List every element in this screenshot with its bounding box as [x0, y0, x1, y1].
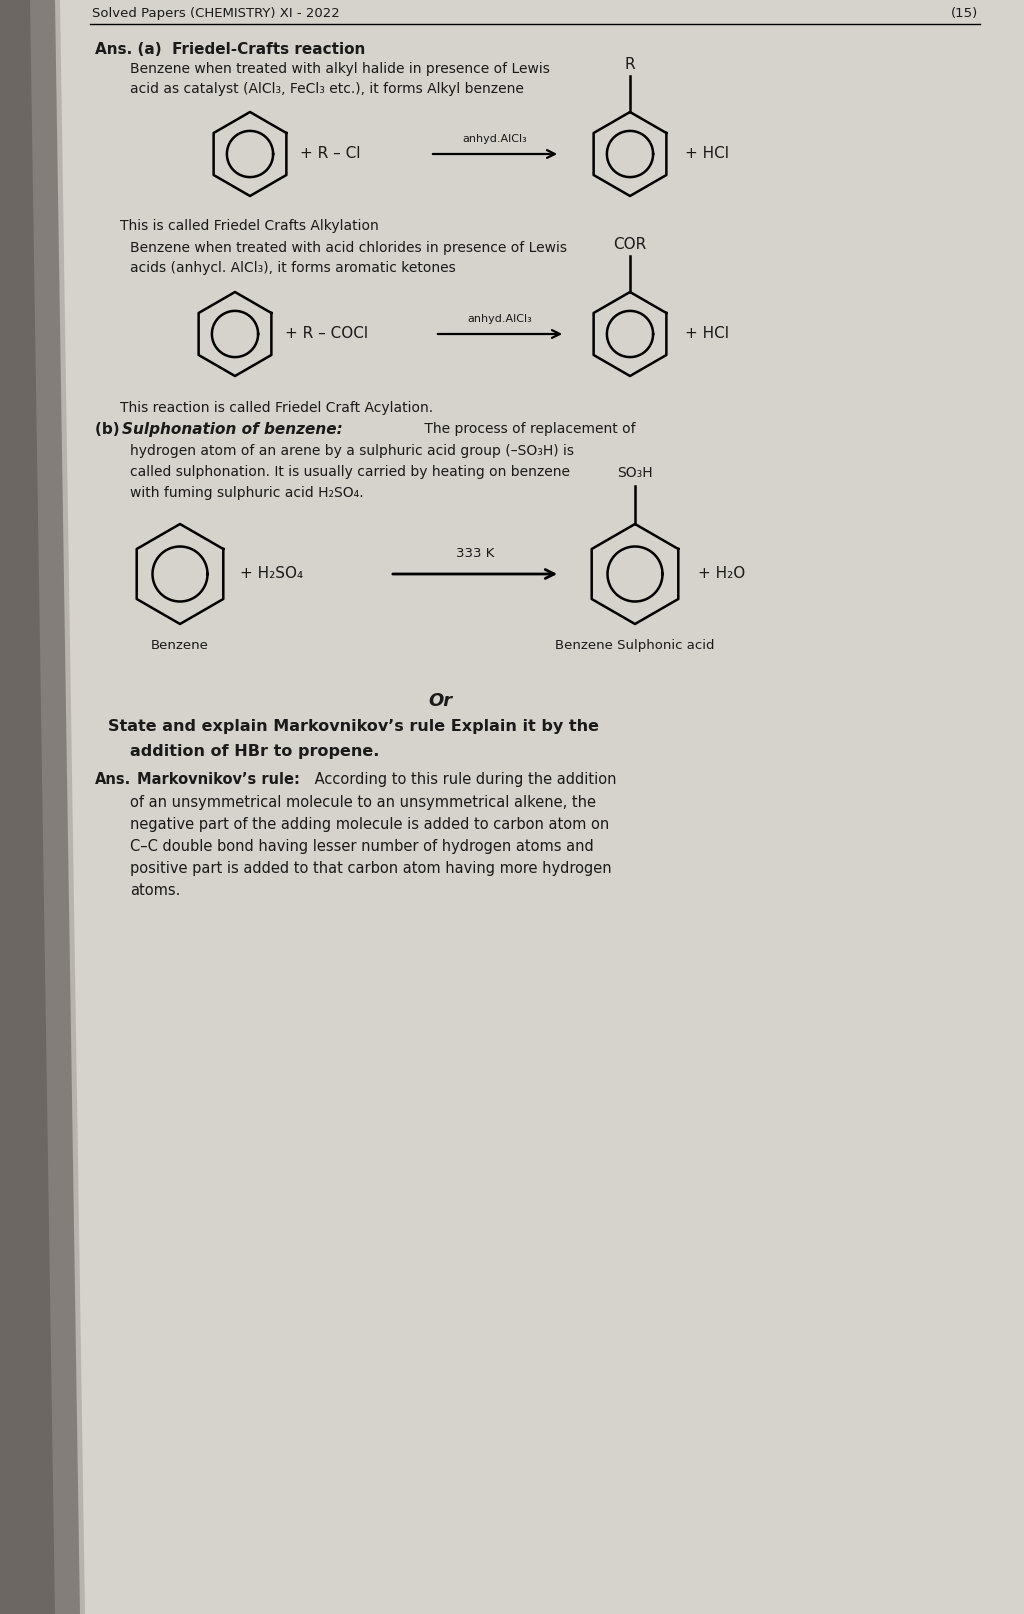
Text: positive part is added to that carbon atom having more hydrogen: positive part is added to that carbon at…	[130, 860, 611, 876]
Text: hydrogen atom of an arene by a sulphuric acid group (–SO₃H) is: hydrogen atom of an arene by a sulphuric…	[130, 444, 574, 458]
Text: negative part of the adding molecule is added to carbon atom on: negative part of the adding molecule is …	[130, 817, 609, 831]
Text: acid as catalyst (AlCl₃, FeCl₃ etc.), it forms Alkyl benzene: acid as catalyst (AlCl₃, FeCl₃ etc.), it…	[130, 82, 524, 95]
Text: State and explain Markovnikov’s rule Explain it by the: State and explain Markovnikov’s rule Exp…	[108, 718, 599, 734]
Polygon shape	[0, 0, 80, 1614]
Text: Benzene: Benzene	[152, 639, 209, 652]
Text: Benzene when treated with alkyl halide in presence of Lewis: Benzene when treated with alkyl halide i…	[130, 61, 550, 76]
Text: (b): (b)	[95, 421, 125, 437]
Text: Ans.: Ans.	[95, 771, 131, 788]
Text: C–C double bond having lesser number of hydrogen atoms and: C–C double bond having lesser number of …	[130, 839, 594, 854]
Text: The process of replacement of: The process of replacement of	[420, 421, 636, 436]
Text: of an unsymmetrical molecule to an unsymmetrical alkene, the: of an unsymmetrical molecule to an unsym…	[130, 796, 596, 810]
Text: acids (anhycl. AlCl₃), it forms aromatic ketones: acids (anhycl. AlCl₃), it forms aromatic…	[130, 261, 456, 274]
Text: According to this rule during the addition: According to this rule during the additi…	[310, 771, 616, 788]
Text: + H₂O: + H₂O	[698, 567, 745, 581]
Text: with fuming sulphuric acid H₂SO₄.: with fuming sulphuric acid H₂SO₄.	[130, 486, 364, 500]
Text: Markovnikov’s rule:: Markovnikov’s rule:	[137, 771, 300, 788]
Text: + HCl: + HCl	[685, 326, 729, 342]
Text: atoms.: atoms.	[130, 883, 180, 897]
Text: This is called Friedel Crafts Alkylation: This is called Friedel Crafts Alkylation	[120, 220, 379, 232]
Text: SO₃H: SO₃H	[617, 466, 653, 479]
Text: called sulphonation. It is usually carried by heating on benzene: called sulphonation. It is usually carri…	[130, 465, 570, 479]
Text: Sulphonation of benzene:: Sulphonation of benzene:	[122, 421, 343, 437]
Text: + R – Cl: + R – Cl	[300, 147, 360, 161]
Text: Benzene Sulphonic acid: Benzene Sulphonic acid	[555, 639, 715, 652]
Text: anhyd.AlCl₃: anhyd.AlCl₃	[468, 315, 532, 324]
Text: (15): (15)	[950, 6, 978, 19]
Text: addition of HBr to propene.: addition of HBr to propene.	[130, 744, 379, 759]
Text: Or: Or	[428, 692, 452, 710]
Text: R: R	[625, 56, 635, 73]
Text: Solved Papers (CHEMISTRY) XI - 2022: Solved Papers (CHEMISTRY) XI - 2022	[92, 6, 340, 19]
Text: + R – COCl: + R – COCl	[285, 326, 368, 342]
Text: This reaction is called Friedel Craft Acylation.: This reaction is called Friedel Craft Ac…	[120, 400, 433, 415]
Polygon shape	[30, 0, 85, 1614]
Text: Ans. (a)  Friedel-Crafts reaction: Ans. (a) Friedel-Crafts reaction	[95, 42, 366, 56]
Text: 333 K: 333 K	[456, 547, 495, 560]
Text: COR: COR	[613, 237, 646, 252]
Text: Benzene when treated with acid chlorides in presence of Lewis: Benzene when treated with acid chlorides…	[130, 240, 567, 255]
Text: + HCl: + HCl	[685, 147, 729, 161]
Text: + H₂SO₄: + H₂SO₄	[240, 567, 303, 581]
Text: anhyd.AlCl₃: anhyd.AlCl₃	[463, 134, 527, 144]
